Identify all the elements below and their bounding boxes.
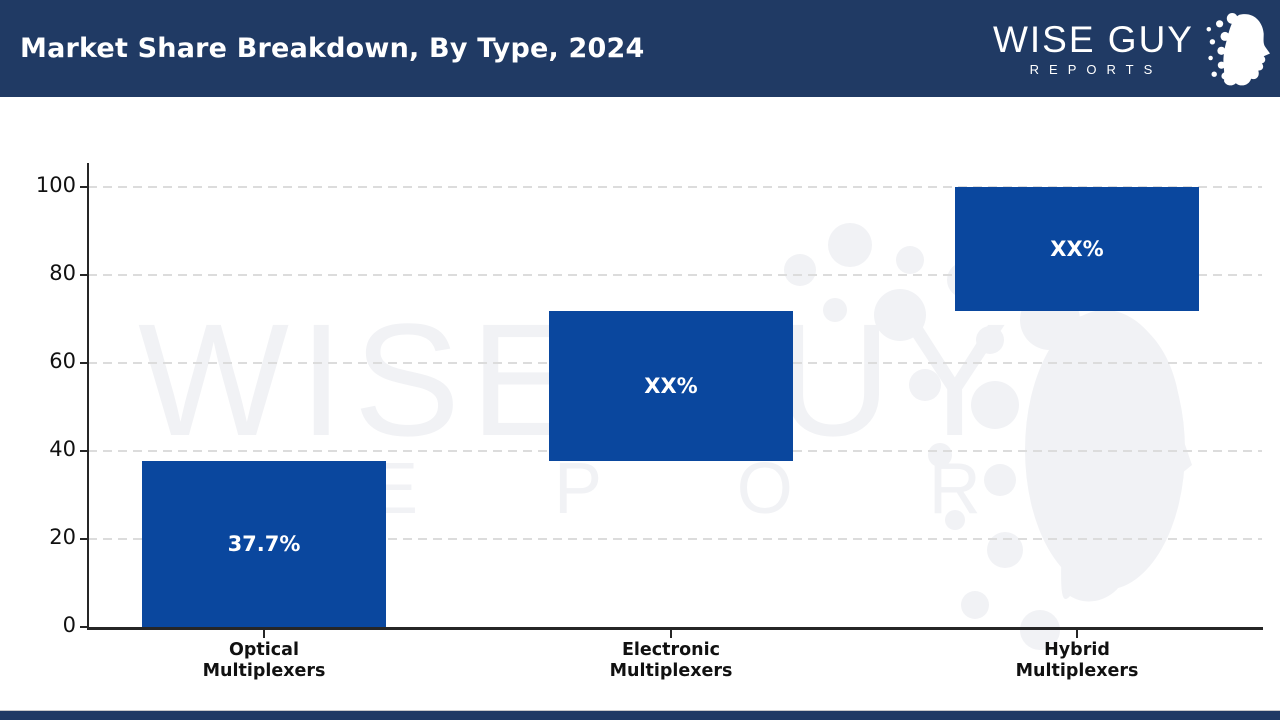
y-tick-mark (80, 274, 87, 276)
x-category-label-line: Multiplexers (1015, 661, 1139, 681)
bar-value-label: XX% (644, 374, 698, 399)
footer-bar (0, 710, 1280, 720)
y-tick-mark (80, 362, 87, 364)
y-tick-mark (80, 450, 87, 452)
y-tick-label: 20 (49, 525, 76, 549)
bar-value-label: 37.7% (227, 532, 301, 557)
y-tick-label: 100 (35, 173, 76, 197)
brand-subtitle: REPORTS (1029, 61, 1163, 77)
x-tick-mark (1076, 630, 1078, 638)
y-tick-label: 40 (49, 437, 76, 461)
x-category-label-line: Hybrid (1044, 640, 1110, 660)
x-category-label-line: Multiplexers (609, 661, 733, 681)
x-category-label-line: Electronic (621, 640, 721, 660)
x-category-label: Hybrid Multiplexers (927, 640, 1227, 682)
y-tick-mark (80, 626, 87, 628)
y-tick-label: 60 (49, 349, 76, 373)
brand-logo: WISE GUY REPORTS (993, 0, 1270, 97)
x-category-label-line: Multiplexers (202, 661, 326, 681)
x-tick-mark (263, 630, 265, 638)
bar-segment: XX% (955, 187, 1199, 312)
bar-segment: XX% (549, 311, 793, 462)
x-category-label: Optical Multiplexers (114, 640, 414, 682)
gridline (88, 274, 1262, 276)
brand-name: WISE GUY (992, 18, 1194, 60)
brand-logo-text: WISE GUY REPORTS (992, 18, 1194, 77)
y-tick-mark (80, 538, 87, 540)
header-bar: Market Share Breakdown, By Type, 2024 WI… (0, 0, 1280, 97)
brand-face-icon (1206, 12, 1270, 85)
watermark-face-dots (784, 223, 1192, 650)
bar-segment: 37.7% (142, 461, 386, 627)
chart-title: Market Share Breakdown, By Type, 2024 (20, 33, 645, 64)
gridline (88, 186, 1262, 188)
x-category-label: Electronic Multiplexers (521, 640, 821, 682)
gridline (88, 538, 1262, 540)
x-axis-line (87, 627, 1263, 630)
y-axis-line (87, 163, 89, 629)
y-tick-label: 80 (49, 261, 76, 285)
y-tick-mark (80, 186, 87, 188)
x-category-label-line: Optical (229, 640, 299, 660)
y-tick-label: 0 (62, 613, 76, 637)
x-tick-mark (670, 630, 672, 638)
bar-value-label: XX% (1050, 237, 1104, 262)
